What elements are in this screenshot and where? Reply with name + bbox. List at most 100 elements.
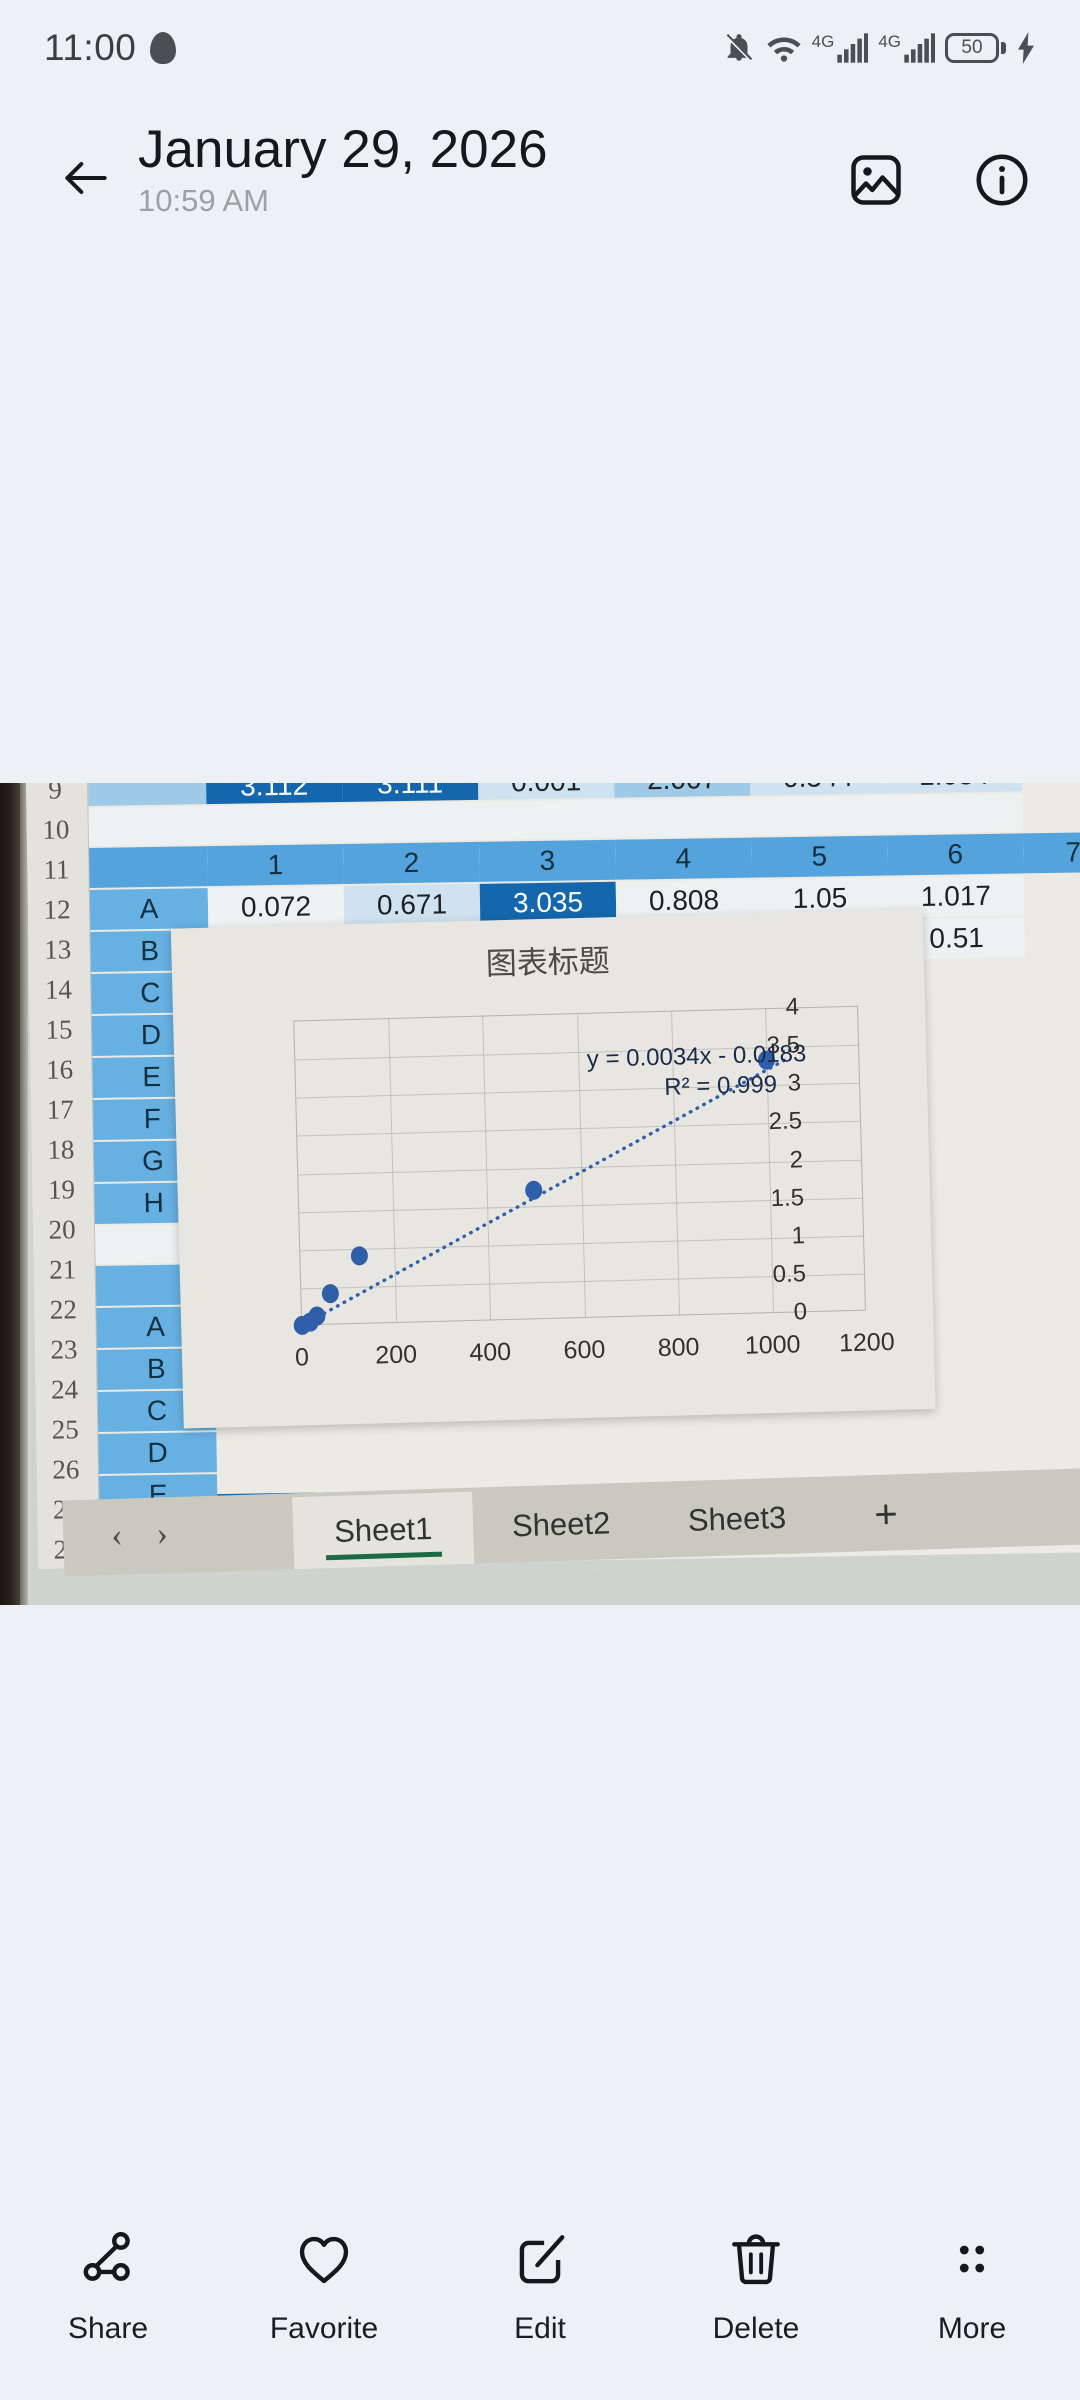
row-number: 14 bbox=[44, 974, 73, 1005]
heart-icon bbox=[299, 2236, 349, 2284]
add-sheet-button[interactable]: + bbox=[830, 1477, 942, 1552]
row-number: 11 bbox=[43, 854, 70, 885]
info-button[interactable] bbox=[964, 142, 1040, 218]
edit-button[interactable]: Edit bbox=[445, 2228, 635, 2346]
favorite-label: Favorite bbox=[269, 2312, 379, 2345]
column-header[interactable]: 3 bbox=[479, 839, 616, 882]
status-bar: 11:00 4G bbox=[0, 0, 1080, 96]
table-cell[interactable] bbox=[87, 783, 207, 807]
column-header[interactable]: 2 bbox=[343, 841, 480, 885]
row-number: 13 bbox=[43, 934, 72, 965]
signal-4g-1-icon bbox=[837, 33, 869, 63]
table-cell[interactable]: 3.111 bbox=[341, 783, 479, 803]
back-arrow-icon bbox=[65, 162, 107, 194]
image-button[interactable] bbox=[838, 142, 914, 218]
chart-x-tick: 800 bbox=[657, 1333, 700, 1363]
chart-x-tick: 600 bbox=[563, 1335, 606, 1365]
network-type-label-2: 4G bbox=[878, 32, 901, 51]
chart-r-squared: R² = 0.999 bbox=[664, 1070, 778, 1101]
chart-trendline-equation: y = 0.0034x - 0.0183 bbox=[586, 1040, 807, 1073]
table-cell[interactable]: 0.544 bbox=[749, 783, 887, 796]
signal-4g-2-icon bbox=[904, 33, 935, 63]
chart-trendline bbox=[302, 1057, 788, 1327]
header-actions bbox=[838, 142, 1040, 218]
app-header: January 29, 2026 10:59 AM bbox=[0, 118, 1080, 258]
favorite-button[interactable]: Favorite bbox=[229, 2228, 419, 2346]
row-number: 19 bbox=[47, 1174, 76, 1205]
row-number: 20 bbox=[48, 1214, 76, 1245]
monitor-bezel-edge bbox=[20, 783, 28, 1605]
sheet-tab-label: Sheet1 bbox=[333, 1510, 433, 1549]
row-number: 21 bbox=[48, 1254, 77, 1285]
plus-icon: + bbox=[873, 1491, 899, 1537]
page-title: January 29, 2026 bbox=[138, 120, 548, 179]
column-header[interactable]: 1 bbox=[207, 844, 344, 887]
status-bar-left: 11:00 bbox=[44, 27, 177, 69]
row-number: 12 bbox=[43, 894, 71, 925]
table-cell[interactable]: 0.072 bbox=[207, 886, 345, 929]
column-header[interactable]: 4 bbox=[615, 837, 752, 880]
status-bar-right: 4G 4G bbox=[722, 31, 1036, 65]
row-number: 15 bbox=[45, 1014, 73, 1045]
chart-x-tick: 0 bbox=[294, 1343, 310, 1372]
chart-title: 图表标题 bbox=[485, 943, 611, 982]
sheet-prev-button[interactable]: ‹ bbox=[110, 1516, 124, 1554]
row-header[interactable]: A bbox=[89, 888, 209, 931]
chart-y-tick: 2 bbox=[789, 1145, 804, 1174]
qq-penguin-icon bbox=[150, 32, 177, 64]
table-cell[interactable]: 1.034 bbox=[885, 783, 1023, 794]
row-number: 9 bbox=[48, 783, 63, 805]
delete-button[interactable]: Delete bbox=[661, 2228, 851, 2346]
table-cell[interactable]: 0.001 bbox=[477, 783, 615, 800]
network-type-label-1: 4G bbox=[811, 32, 835, 51]
active-tab-indicator bbox=[326, 1551, 442, 1561]
sheet-tab-sheet1[interactable]: Sheet1 bbox=[292, 1491, 475, 1570]
wifi-icon bbox=[766, 37, 801, 62]
share-button[interactable]: Share bbox=[13, 2228, 203, 2346]
column-header[interactable]: 7 bbox=[1022, 831, 1080, 874]
excel-chart[interactable]: 图表标题 bbox=[170, 909, 936, 1429]
bottom-toolbar: Share Favorite Edit Delete bbox=[0, 2190, 1080, 2400]
table-cell[interactable]: 2.007 bbox=[613, 783, 751, 798]
chart-y-tick: 4 bbox=[785, 993, 800, 1021]
sheet-tab-sheet3[interactable]: Sheet3 bbox=[650, 1481, 824, 1558]
back-button[interactable] bbox=[40, 132, 132, 224]
row-header[interactable]: D bbox=[98, 1432, 217, 1474]
info-icon bbox=[976, 154, 1028, 206]
table-cell[interactable]: 0.671 bbox=[343, 883, 481, 927]
chart-x-tick: 1200 bbox=[838, 1327, 896, 1358]
chart-y-tick: 1.5 bbox=[770, 1183, 805, 1212]
more-dots-icon bbox=[959, 2245, 985, 2273]
battery-level: 50 bbox=[961, 37, 983, 58]
share-icon bbox=[83, 2232, 130, 2281]
image-icon bbox=[851, 155, 901, 205]
column-header[interactable]: 5 bbox=[751, 835, 888, 878]
photo-content[interactable]: 9 10 11 12 13 14 15 16 17 18 19 20 21 22… bbox=[0, 783, 1080, 1605]
more-label: More bbox=[937, 2312, 1007, 2345]
sheet-next-button[interactable]: › bbox=[155, 1515, 169, 1553]
chart-x-tick: 1000 bbox=[744, 1330, 801, 1360]
chart-y-tick: 0.5 bbox=[772, 1260, 807, 1288]
status-time: 11:00 bbox=[44, 27, 137, 68]
sheet-tab-sheet2[interactable]: Sheet2 bbox=[474, 1486, 648, 1563]
column-header[interactable]: 6 bbox=[886, 833, 1024, 876]
edit-pencil-icon bbox=[519, 2235, 565, 2284]
row-number: 26 bbox=[52, 1454, 80, 1485]
sheet-nav-arrows: ‹ › bbox=[111, 1515, 169, 1555]
edit-label: Edit bbox=[514, 2312, 566, 2345]
table-cell[interactable]: 3.112 bbox=[205, 783, 343, 805]
table-cell[interactable] bbox=[89, 846, 208, 889]
delete-label: Delete bbox=[712, 2312, 800, 2345]
more-button[interactable]: More bbox=[877, 2228, 1067, 2346]
monitor-bezel bbox=[0, 783, 20, 1605]
chart-y-tick: 0 bbox=[793, 1298, 808, 1326]
row-number: 24 bbox=[50, 1374, 79, 1405]
sheet-tab-label: Sheet2 bbox=[511, 1505, 611, 1544]
chart-y-tick: 1 bbox=[791, 1221, 806, 1250]
row-number: 10 bbox=[42, 814, 70, 845]
spreadsheet-surface: 9 10 11 12 13 14 15 16 17 18 19 20 21 22… bbox=[26, 783, 1080, 1577]
row-number: 17 bbox=[46, 1094, 74, 1125]
row-number: 23 bbox=[50, 1334, 78, 1365]
row-number: 25 bbox=[51, 1414, 79, 1445]
